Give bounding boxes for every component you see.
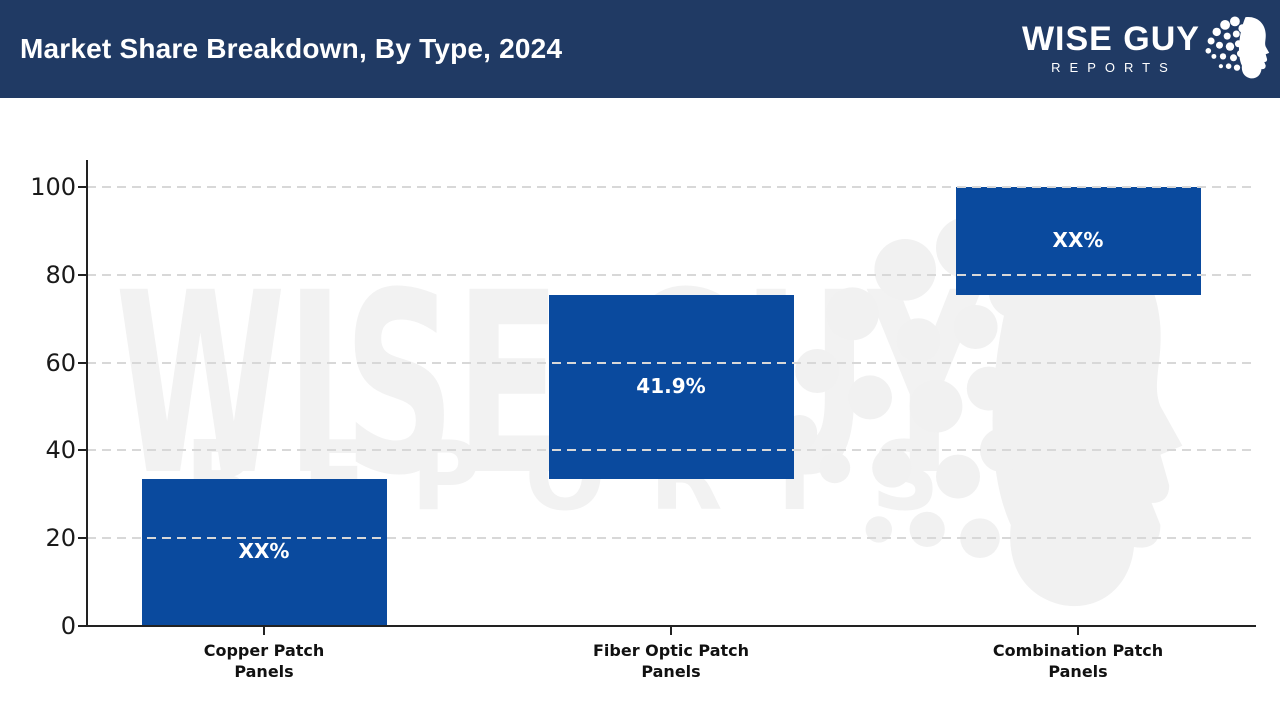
x-category-label: Copper Patch Panels <box>203 641 325 681</box>
gridline <box>87 361 1256 364</box>
logo-tagline-text: REPORTS <box>1051 59 1177 75</box>
gridline <box>87 273 1256 276</box>
y-tick-label: 80 <box>45 260 76 289</box>
gridline <box>87 449 1256 452</box>
x-category-label: Combination Patch Panels <box>992 641 1164 681</box>
y-tick-label: 60 <box>45 348 76 377</box>
wiseguy-logo: WISE GUY REPORTS <box>1022 6 1272 90</box>
logo-wordmark: WISE GUY REPORTS <box>1022 22 1200 75</box>
x-axis-line <box>86 625 1256 627</box>
logo-name-text: WISE GUY <box>1021 19 1200 58</box>
y-tick-label: 20 <box>45 524 76 553</box>
y-tick <box>78 625 87 627</box>
y-tick <box>78 449 87 452</box>
bar-segment <box>955 187 1201 295</box>
gridline <box>87 537 1256 540</box>
y-tick-label: 40 <box>45 436 76 465</box>
chart-title: Market Share Breakdown, By Type, 2024 <box>20 33 563 64</box>
bar-value-label: XX% <box>1052 227 1104 252</box>
y-tick <box>78 186 87 188</box>
x-tick <box>1077 627 1079 635</box>
gridline <box>87 186 1256 188</box>
header-bar: Market Share Breakdown, By Type, 2024 WI… <box>0 0 1280 98</box>
y-tick <box>78 273 87 276</box>
y-tick <box>78 537 87 540</box>
x-category-label: Fiber Optic Patch Panels <box>592 641 750 681</box>
wiseguy-face-icon <box>1202 6 1272 90</box>
y-axis-line <box>86 160 88 627</box>
y-tick <box>78 361 87 364</box>
y-tick-label: 0 <box>60 612 76 640</box>
bar-chart: WISE GUY REPORTS 020406080100XX%41.9%XX%… <box>0 98 1280 720</box>
bar-value-label: XX% <box>238 539 290 564</box>
y-tick-label: 100 <box>30 173 76 201</box>
x-tick <box>670 627 672 635</box>
bar-segment <box>548 294 794 479</box>
bar-segment <box>141 478 387 626</box>
bar-value-label: 41.9% <box>636 373 706 398</box>
x-tick <box>263 627 265 635</box>
